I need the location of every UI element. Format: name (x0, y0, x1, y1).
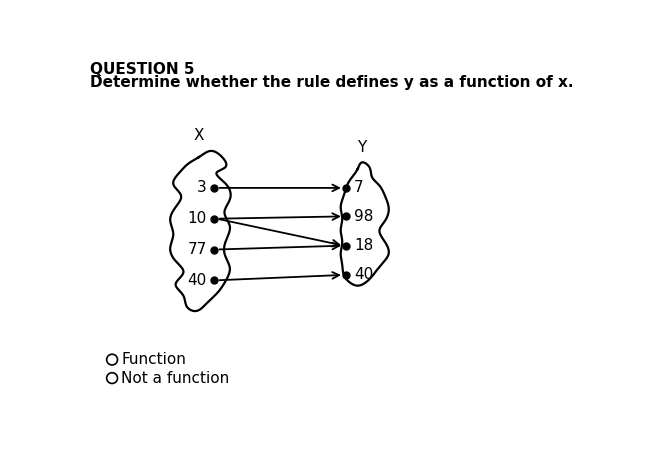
Text: Determine whether the rule defines y as a function of x.: Determine whether the rule defines y as … (91, 75, 574, 90)
Text: Function: Function (122, 352, 186, 367)
Text: Y: Y (357, 140, 366, 155)
Text: QUESTION 5: QUESTION 5 (91, 62, 195, 77)
Text: 7: 7 (354, 180, 364, 195)
Text: 3: 3 (197, 180, 207, 195)
Text: X: X (194, 128, 204, 143)
Text: 98: 98 (354, 209, 373, 224)
Text: 40: 40 (187, 273, 207, 288)
Text: Not a function: Not a function (122, 370, 229, 386)
Text: 18: 18 (354, 238, 373, 253)
Text: 40: 40 (354, 267, 373, 283)
Text: 77: 77 (187, 242, 207, 257)
Text: 10: 10 (187, 211, 207, 226)
